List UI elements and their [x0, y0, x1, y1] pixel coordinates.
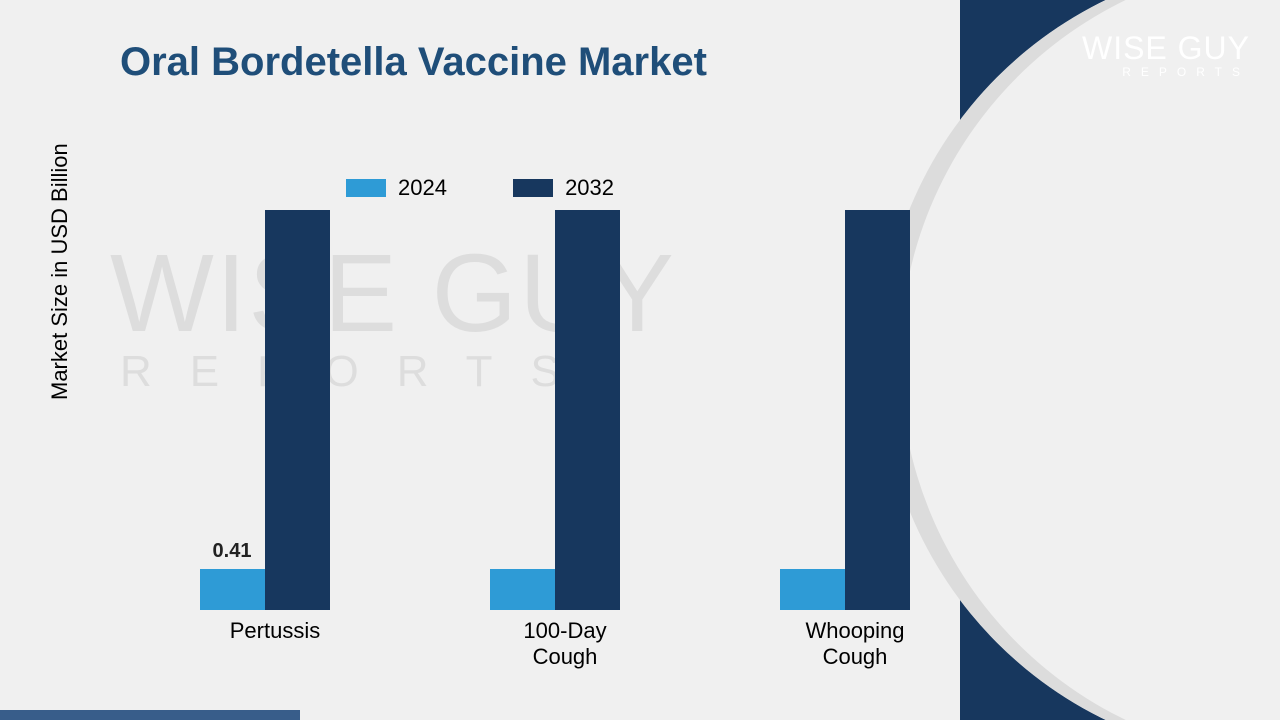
- logo-line2: REPORTS: [1082, 65, 1250, 79]
- legend-swatch-2024: [346, 179, 386, 197]
- legend-label-2032: 2032: [565, 175, 614, 201]
- y-axis-label: Market Size in USD Billion: [47, 143, 73, 400]
- bar: [265, 210, 330, 610]
- bar: [780, 569, 845, 610]
- legend-label-2024: 2024: [398, 175, 447, 201]
- legend-swatch-2032: [513, 179, 553, 197]
- bar-value-label: 0.41: [192, 540, 272, 563]
- logo-line1: WISE GUY: [1082, 30, 1250, 67]
- plot-area: 0.41Pertussis100-DayCoughWhoopingCough: [130, 210, 930, 610]
- legend: 2024 2032: [0, 175, 960, 203]
- category-label: 100-DayCough: [465, 610, 665, 671]
- bar: [555, 210, 620, 610]
- legend-item-2032: 2032: [513, 175, 614, 201]
- bottom-strip-decor: [0, 710, 300, 720]
- chart-stage: Oral Bordetella Vaccine Market WISE GUY …: [0, 0, 1280, 720]
- legend-item-2024: 2024: [346, 175, 447, 201]
- chart-title: Oral Bordetella Vaccine Market: [120, 40, 707, 85]
- category-label: Pertussis: [175, 610, 375, 644]
- bar: [200, 569, 265, 610]
- bar: [845, 210, 910, 610]
- bar: [490, 569, 555, 610]
- category-label: WhoopingCough: [755, 610, 955, 671]
- brand-logo: WISE GUY REPORTS: [1082, 30, 1250, 79]
